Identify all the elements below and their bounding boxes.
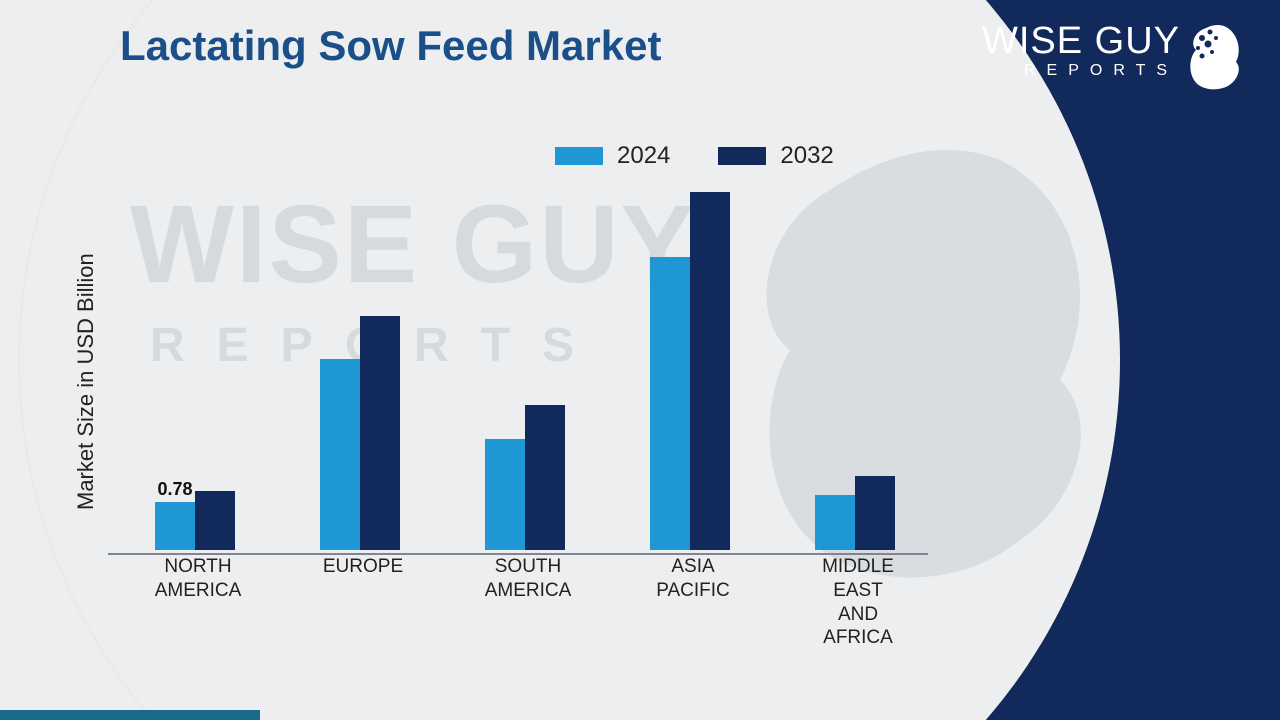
logo-brand-sub: REPORTS bbox=[1024, 62, 1180, 80]
chart-title: Lactating Sow Feed Market bbox=[120, 22, 661, 70]
bar-2024 bbox=[320, 359, 360, 550]
brand-logo: WISE GUY REPORTS bbox=[982, 22, 1252, 122]
stage: WISE GUY REPORTS Lactating Sow Feed Mark… bbox=[0, 0, 1280, 720]
x-axis-category-label: NORTHAMERICA bbox=[133, 555, 263, 603]
bottom-left-accent-bar bbox=[0, 710, 260, 720]
x-axis-category-label: MIDDLEEASTANDAFRICA bbox=[793, 555, 923, 650]
x-axis-category-label: EUROPE bbox=[298, 555, 428, 579]
x-axis-category-label: SOUTHAMERICA bbox=[463, 555, 593, 603]
bar-2032 bbox=[360, 316, 400, 550]
bar-2024 bbox=[485, 439, 525, 550]
bar-2032 bbox=[855, 476, 895, 550]
chart-area: Market Size in USD Billion 0.78 NORTHAME… bbox=[58, 150, 938, 670]
logo-brand-name: WISE GUY bbox=[982, 22, 1180, 60]
logo-head-icon bbox=[1186, 22, 1246, 92]
bar-2032 bbox=[525, 405, 565, 550]
x-axis-category-label: ASIAPACIFIC bbox=[628, 555, 758, 603]
y-axis-label: Market Size in USD Billion bbox=[73, 253, 99, 510]
bar-2024 bbox=[650, 257, 690, 550]
bar-2024: 0.78 bbox=[155, 502, 195, 550]
bar-2032 bbox=[690, 192, 730, 550]
x-axis-labels: NORTHAMERICA EUROPE SOUTHAMERICA ASIAPACIFI… bbox=[108, 555, 928, 675]
bar-2032 bbox=[195, 491, 235, 550]
plot-area: 0.78 bbox=[108, 180, 928, 550]
bar-value-label: 0.78 bbox=[157, 479, 192, 500]
bar-2024 bbox=[815, 495, 855, 551]
